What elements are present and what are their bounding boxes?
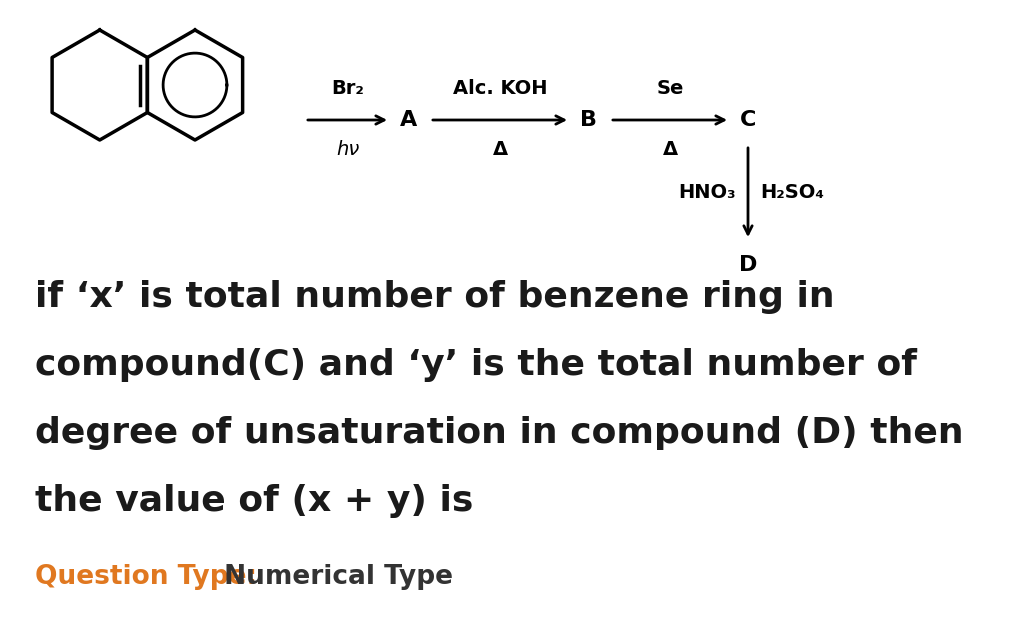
Text: Br₂: Br₂ [331, 79, 364, 98]
Text: HNO₃: HNO₃ [679, 183, 736, 202]
Text: B: B [580, 110, 597, 130]
Text: degree of unsaturation in compound (D) then: degree of unsaturation in compound (D) t… [35, 416, 964, 450]
Text: Se: Se [656, 79, 684, 98]
Text: if ‘x’ is total number of benzene ring in: if ‘x’ is total number of benzene ring i… [35, 280, 835, 314]
Text: H₂SO₄: H₂SO₄ [760, 183, 824, 202]
Text: hν: hν [336, 140, 359, 159]
Text: C: C [740, 110, 757, 130]
Text: Question Type:: Question Type: [35, 564, 257, 590]
Text: D: D [738, 255, 757, 275]
Text: Δ: Δ [663, 140, 678, 159]
Text: Alc. KOH: Alc. KOH [453, 79, 547, 98]
Text: Δ: Δ [493, 140, 508, 159]
Text: Numerical Type: Numerical Type [215, 564, 453, 590]
Text: A: A [400, 110, 417, 130]
Text: the value of (x + y) is: the value of (x + y) is [35, 484, 473, 518]
Text: compound(C) and ‘y’ is the total number of: compound(C) and ‘y’ is the total number … [35, 348, 918, 382]
